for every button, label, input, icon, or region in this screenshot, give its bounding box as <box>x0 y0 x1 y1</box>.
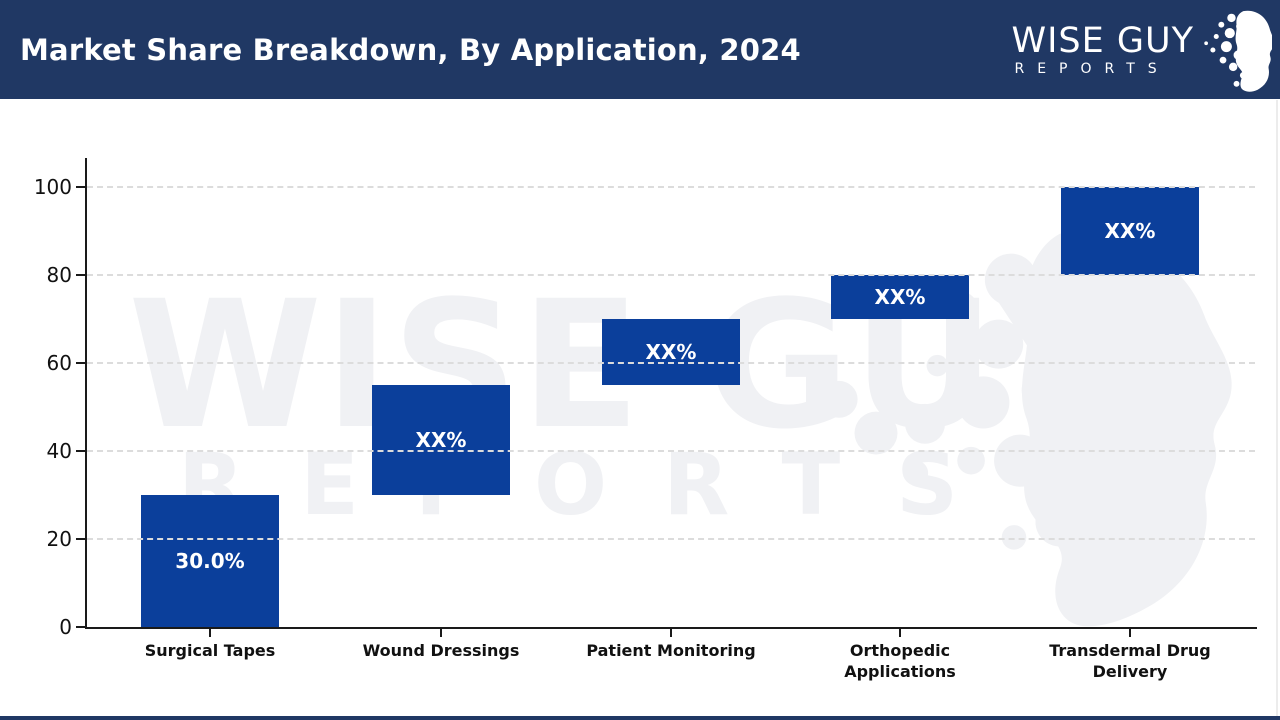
logo-head-icon <box>1204 10 1272 92</box>
x-category-label-patient-monitoring: Patient Monitoring <box>586 641 756 660</box>
page-title: Market Share Breakdown, By Application, … <box>20 32 801 67</box>
bar-value-label-transdermal-drug-delivery: XX% <box>1104 219 1156 243</box>
y-tick-label-40: 40 <box>46 439 72 463</box>
y-tick-label-60: 60 <box>46 351 72 375</box>
x-axis-line <box>85 627 1257 629</box>
y-tick-label-80: 80 <box>46 263 72 287</box>
bar-value-label-wound-dressings: XX% <box>415 428 467 452</box>
x-category-label-wound-dressings: Wound Dressings <box>362 641 520 660</box>
y-tick-label-0: 0 <box>59 615 72 639</box>
y-tick-label-100: 100 <box>33 175 72 199</box>
x-category-label-surgical-tapes: Surgical Tapes <box>144 641 276 660</box>
bar-patient-monitoring <box>602 319 740 385</box>
logo-subtitle: REPORTS <box>1014 60 1170 77</box>
header-bar: Market Share Breakdown, By Application, … <box>0 0 1280 99</box>
y-axis-line <box>85 158 87 629</box>
bar-value-label-orthopedic-applications: XX% <box>874 285 926 309</box>
wise-guy-reports-logo: WISE GUY REPORTS <box>1011 6 1280 94</box>
y-tick-mark-80 <box>76 274 85 276</box>
x-tick-mark-surgical-tapes <box>209 629 211 637</box>
bar-value-label-patient-monitoring: XX% <box>645 340 697 364</box>
bar-wound-dressings <box>372 385 510 495</box>
bar-transdermal-drug-delivery <box>1061 187 1199 275</box>
logo-wordmark: WISE GUY <box>1011 20 1194 61</box>
right-edge-divider <box>1276 100 1278 716</box>
x-tick-mark-transdermal-drug-delivery <box>1129 629 1131 637</box>
watermark-text-line2: REPORTS <box>178 435 1015 535</box>
y-tick-mark-100 <box>76 186 85 188</box>
bar-orthopedic-applications <box>831 275 969 319</box>
bar-value-label-surgical-tapes: 30.0% <box>175 549 245 573</box>
y-tick-label-20: 20 <box>46 527 72 551</box>
x-category-label-transdermal-drug-delivery: Transdermal Drug Delivery <box>1049 641 1211 681</box>
y-tick-mark-60 <box>76 362 85 364</box>
x-tick-mark-patient-monitoring <box>670 629 672 637</box>
bar-surgical-tapes <box>141 495 279 627</box>
footer-strip <box>0 716 1280 720</box>
x-tick-mark-wound-dressings <box>440 629 442 637</box>
x-tick-mark-orthopedic-applications <box>899 629 901 637</box>
y-tick-mark-20 <box>76 538 85 540</box>
x-category-label-orthopedic-applications: Orthopedic Applications <box>844 641 956 681</box>
y-tick-mark-40 <box>76 450 85 452</box>
y-tick-mark-0 <box>76 626 85 628</box>
